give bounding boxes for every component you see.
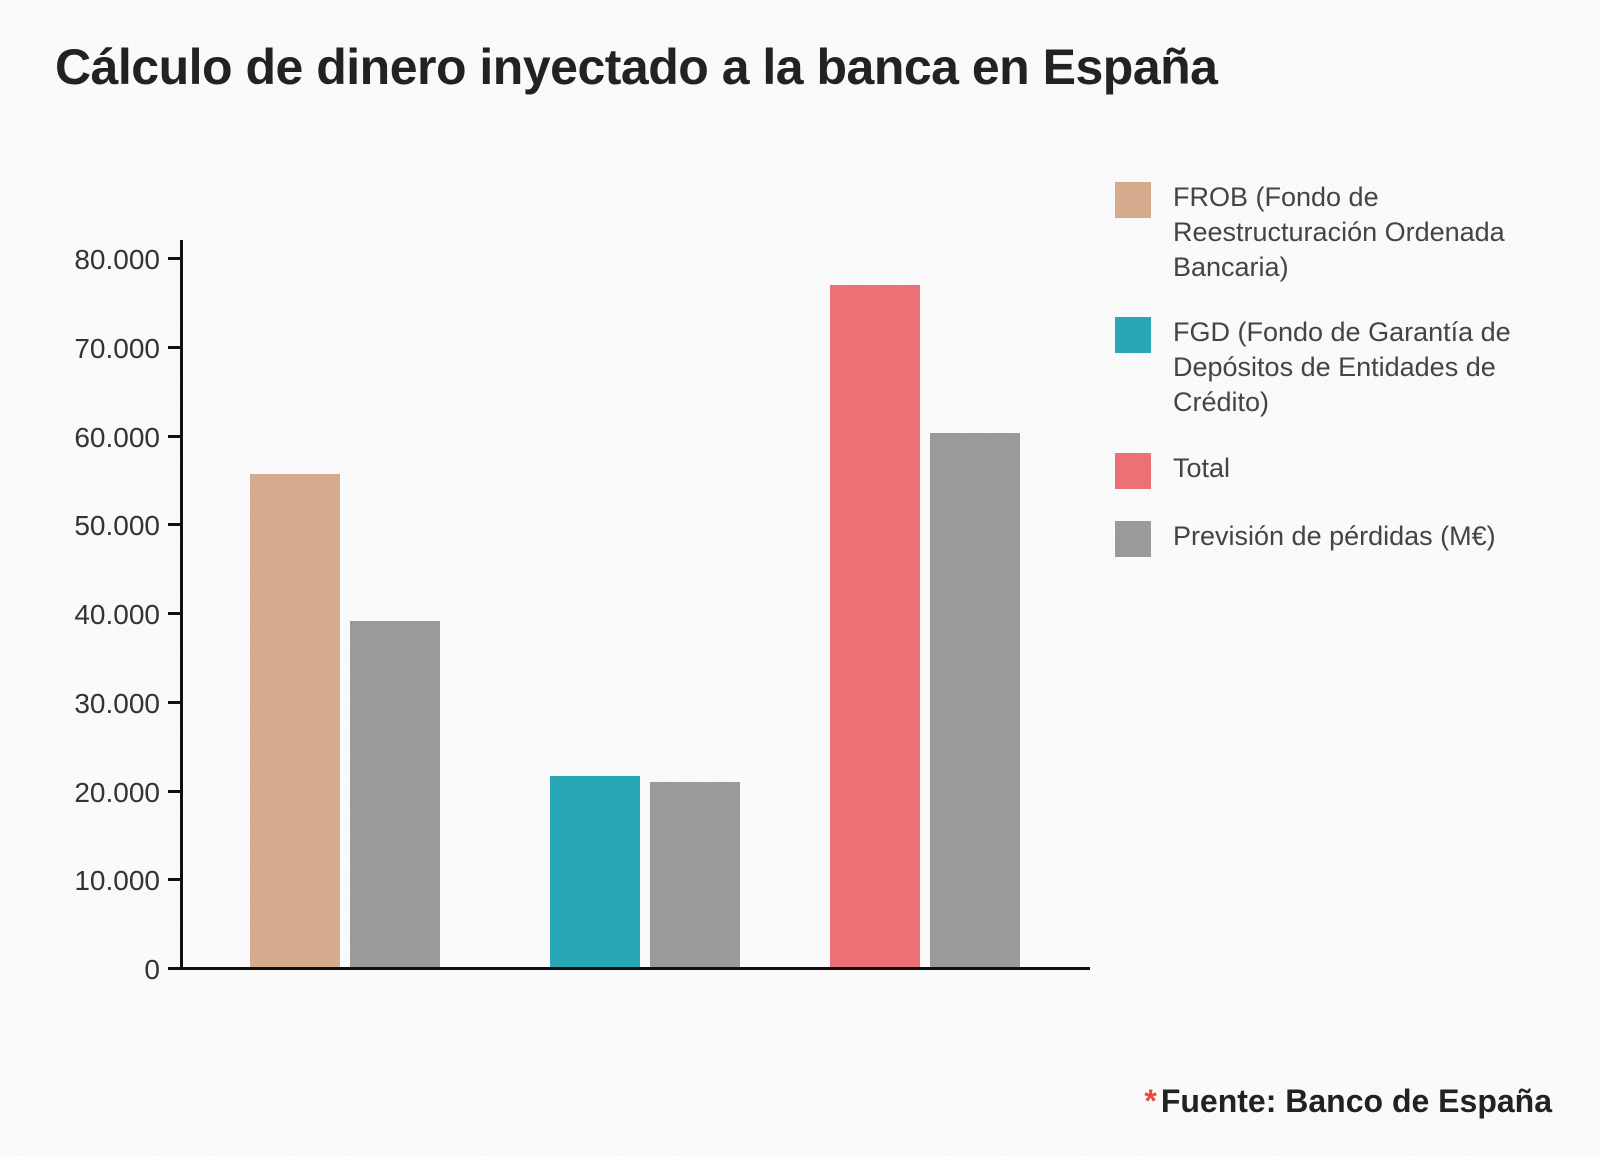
legend-item-frob: FROB (Fondo de Reestructuración Ordenada… [1115, 180, 1555, 285]
plot-area: 010.00020.00030.00040.00050.00060.00070.… [180, 210, 1090, 970]
legend-swatch [1115, 453, 1151, 489]
y-tick-label: 30.000 [74, 688, 160, 720]
y-tick-label: 50.000 [74, 510, 160, 542]
legend-swatch [1115, 521, 1151, 557]
legend-label: FROB (Fondo de Reestructuración Ordenada… [1173, 180, 1555, 285]
bar-chart: 010.00020.00030.00040.00050.00060.00070.… [180, 210, 1090, 970]
legend-label: Total [1173, 451, 1230, 486]
bar-frob-prevision [350, 621, 440, 967]
y-tick-label: 0 [144, 954, 160, 986]
y-tick [168, 701, 180, 704]
bar-fgd-fgd [550, 776, 640, 967]
legend-item-prevision: Previsión de pérdidas (M€) [1115, 519, 1555, 557]
chart-title: Cálculo de dinero inyectado a la banca e… [55, 38, 1217, 96]
source-asterisk: * [1144, 1083, 1156, 1119]
y-tick [168, 967, 180, 970]
y-tick [168, 523, 180, 526]
y-tick-label: 80.000 [74, 244, 160, 276]
y-axis-line [180, 240, 183, 970]
bar-fgd-prevision [650, 782, 740, 967]
legend-label: Previsión de pérdidas (M€) [1173, 519, 1496, 554]
bar-frob-frob [250, 474, 340, 967]
legend-swatch [1115, 317, 1151, 353]
bar-total-total [830, 285, 920, 967]
y-tick-label: 70.000 [74, 333, 160, 365]
source-text: Fuente: Banco de España [1161, 1083, 1552, 1119]
y-tick [168, 790, 180, 793]
y-tick-label: 60.000 [74, 422, 160, 454]
y-tick [168, 878, 180, 881]
legend-item-fgd: FGD (Fondo de Garantía de Depósitos de E… [1115, 315, 1555, 420]
y-tick [168, 435, 180, 438]
bar-total-prevision [930, 433, 1020, 967]
y-tick [168, 346, 180, 349]
x-axis-line [180, 967, 1090, 970]
y-tick [168, 612, 180, 615]
y-tick-label: 20.000 [74, 777, 160, 809]
y-tick-label: 40.000 [74, 599, 160, 631]
legend-item-total: Total [1115, 451, 1555, 489]
y-tick-label: 10.000 [74, 865, 160, 897]
legend-swatch [1115, 182, 1151, 218]
source-citation: *Fuente: Banco de España [1144, 1083, 1552, 1120]
legend: FROB (Fondo de Reestructuración Ordenada… [1115, 180, 1555, 587]
legend-label: FGD (Fondo de Garantía de Depósitos de E… [1173, 315, 1555, 420]
y-tick [168, 257, 180, 260]
